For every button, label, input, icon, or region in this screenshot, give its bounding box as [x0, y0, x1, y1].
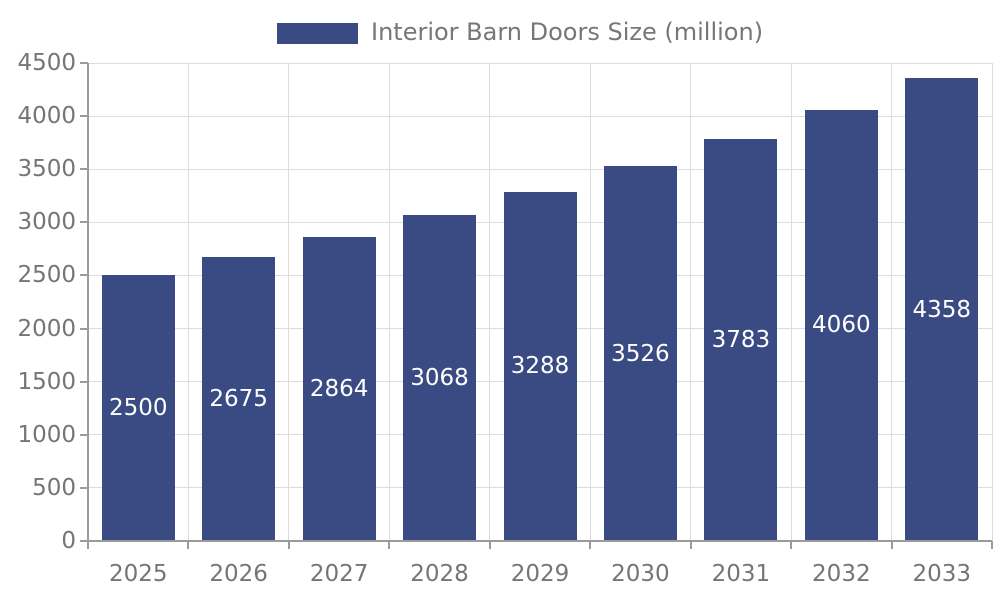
gridline-horizontal: [88, 168, 992, 170]
y-axis-tick: [80, 486, 88, 489]
bar: [804, 109, 878, 541]
gridline-vertical: [790, 63, 792, 541]
x-tick-label: 2026: [209, 561, 268, 587]
bar: [603, 166, 677, 541]
y-tick-label: 3500: [17, 156, 76, 183]
y-axis-tick: [80, 433, 88, 436]
x-axis-tick: [689, 541, 692, 549]
y-axis-tick: [80, 62, 88, 64]
bar: [302, 236, 376, 541]
y-tick-label: 0: [61, 528, 76, 554]
y-tick-label: 500: [32, 474, 76, 501]
y-axis-line: [87, 63, 89, 541]
y-axis-tick: [80, 168, 88, 171]
bar: [905, 78, 979, 541]
x-tick-label: 2028: [410, 561, 469, 587]
y-tick-label: 1000: [17, 421, 76, 448]
gridline-vertical: [991, 63, 993, 541]
y-tick-label: 4000: [17, 103, 76, 130]
x-tick-label: 2029: [510, 561, 570, 587]
x-axis-tick: [589, 541, 592, 549]
y-tick-label: 1500: [17, 368, 76, 395]
bar-value-label: 4060: [812, 312, 871, 339]
y-tick-label: 2000: [17, 315, 76, 342]
x-tick-label: 2027: [309, 561, 369, 587]
bar-value-label: 2500: [108, 395, 168, 422]
x-axis-tick: [388, 541, 391, 549]
x-axis-tick: [991, 541, 993, 549]
bar: [503, 191, 577, 541]
y-tick-label: 2500: [17, 262, 76, 289]
bar-value-label: 3288: [510, 353, 570, 380]
legend-swatch: [277, 22, 358, 44]
y-tick-label: 4500: [17, 50, 76, 76]
gridline-vertical: [489, 63, 491, 541]
gridline-vertical: [388, 63, 390, 541]
gridline-vertical: [589, 63, 591, 541]
bar-value-label: 4358: [912, 296, 972, 323]
x-axis-tick: [790, 541, 793, 549]
x-tick-label: 2033: [912, 561, 972, 587]
bar-value-label: 2675: [209, 385, 268, 412]
gridline-horizontal: [88, 62, 992, 64]
gridline-vertical: [891, 63, 893, 541]
legend-label: Interior Barn Doors Size (million): [371, 18, 764, 46]
gridline-vertical: [187, 63, 189, 541]
x-axis-tick: [890, 541, 893, 549]
gridline-horizontal: [88, 115, 992, 117]
x-tick-label: 2030: [611, 561, 670, 587]
gridline-vertical: [690, 63, 692, 541]
y-axis-tick: [80, 540, 88, 542]
bar: [101, 275, 175, 541]
bar: [202, 256, 276, 541]
y-axis-tick: [80, 327, 88, 330]
y-axis-tick: [80, 115, 88, 118]
bar-value-label: 3068: [410, 365, 469, 392]
x-axis-tick: [187, 541, 190, 549]
bar-value-label: 3783: [711, 327, 771, 354]
x-axis-line: [88, 540, 992, 542]
gridline-vertical: [288, 63, 290, 541]
x-tick-label: 2032: [812, 561, 871, 587]
bar: [403, 215, 477, 541]
y-tick-label: 3000: [17, 209, 76, 236]
x-axis-tick: [488, 541, 491, 549]
bar: [704, 139, 778, 541]
x-axis-tick: [87, 541, 89, 549]
y-axis-tick: [80, 380, 88, 383]
bar-value-label: 3526: [611, 340, 670, 367]
y-axis-tick: [80, 221, 88, 224]
x-tick-label: 2025: [108, 561, 168, 587]
bar-value-label: 2864: [309, 375, 369, 402]
y-axis-tick: [80, 274, 88, 277]
x-tick-label: 2031: [711, 561, 771, 587]
x-axis-tick: [287, 541, 290, 549]
legend-item[interactable]: Interior Barn Doors Size (million): [277, 18, 763, 46]
